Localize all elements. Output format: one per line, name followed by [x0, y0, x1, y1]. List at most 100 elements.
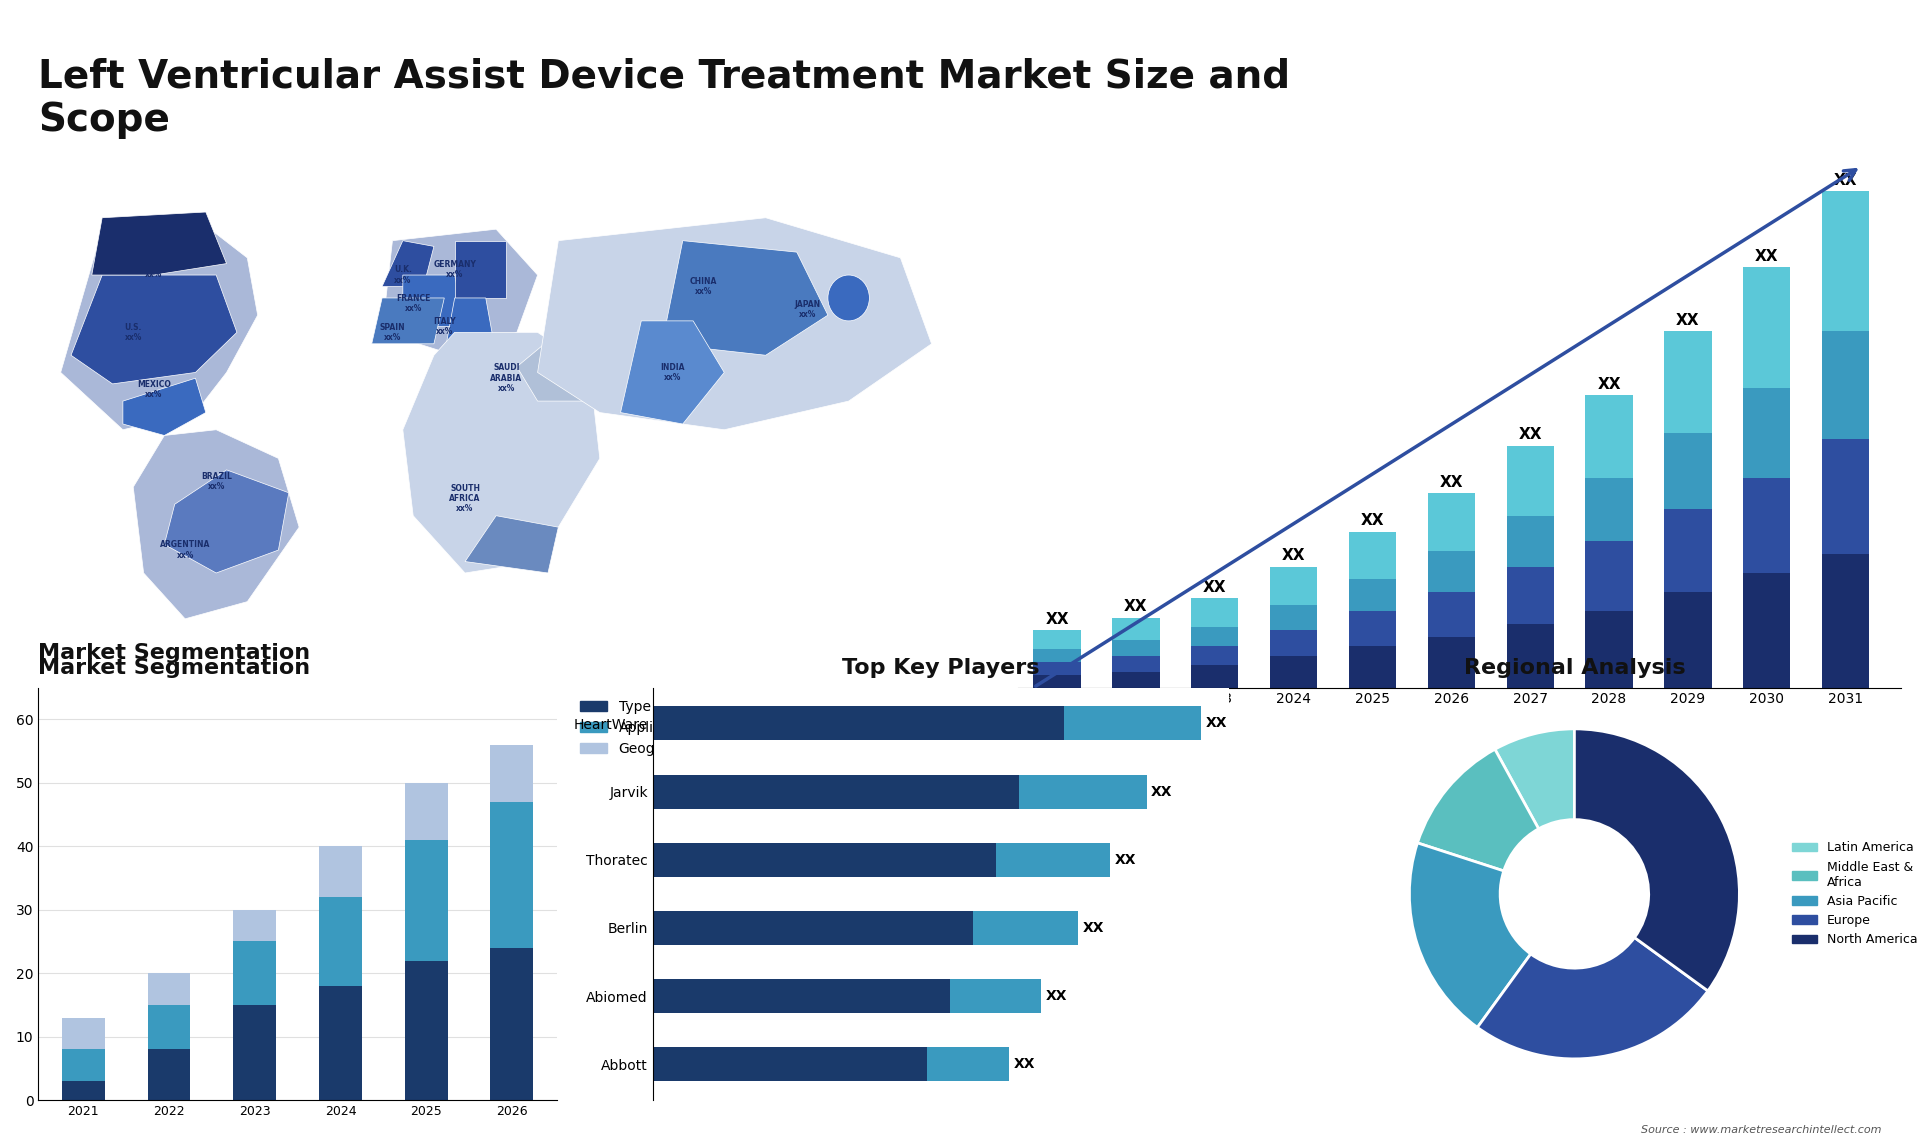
Polygon shape	[403, 275, 465, 327]
Text: Market Segmentation: Market Segmentation	[38, 658, 311, 677]
Bar	[405, 783, 447, 840]
Bar	[1822, 191, 1870, 331]
Bar	[1112, 618, 1160, 639]
Polygon shape	[1670, 42, 1770, 79]
Text: U.S.
xx%: U.S. xx%	[125, 323, 142, 342]
Wedge shape	[1496, 729, 1574, 829]
Bar	[234, 910, 276, 942]
Bar	[1586, 394, 1632, 478]
Text: XX: XX	[1083, 921, 1104, 935]
Bar	[1428, 494, 1475, 551]
Polygon shape	[662, 241, 828, 355]
Polygon shape	[382, 229, 538, 355]
Wedge shape	[1476, 937, 1709, 1059]
Bar	[1428, 637, 1475, 688]
Bar	[1743, 267, 1789, 388]
Text: CHINA
xx%: CHINA xx%	[689, 277, 718, 296]
Bar	[1348, 580, 1396, 611]
Bar	[1507, 623, 1553, 688]
Text: SAUDI
ARABIA
xx%: SAUDI ARABIA xx%	[490, 363, 522, 393]
Text: BRAZIL
xx%: BRAZIL xx%	[202, 472, 232, 490]
Bar	[1428, 551, 1475, 592]
Bar	[1743, 573, 1789, 688]
Bar	[653, 1047, 927, 1082]
Bar	[1743, 388, 1789, 478]
Text: Market Segmentation: Market Segmentation	[38, 643, 311, 662]
Polygon shape	[382, 241, 434, 286]
Text: U.K.
xx%: U.K. xx%	[394, 266, 411, 284]
Text: JAPAN
xx%: JAPAN xx%	[795, 300, 820, 319]
Legend: Latin America, Middle East &
Africa, Asia Pacific, Europe, North America: Latin America, Middle East & Africa, Asi…	[1788, 837, 1920, 951]
Bar	[1586, 478, 1632, 541]
Bar	[1269, 656, 1317, 688]
Bar	[1507, 446, 1553, 516]
Bar	[653, 842, 996, 877]
Bar	[1033, 662, 1081, 675]
Text: XX: XX	[1046, 989, 1068, 1003]
Bar	[1348, 646, 1396, 688]
Bar	[653, 979, 950, 1013]
Bar	[1269, 630, 1317, 656]
Bar	[405, 840, 447, 960]
Wedge shape	[1409, 843, 1530, 1027]
Bar	[1190, 666, 1238, 688]
Bar	[319, 986, 361, 1100]
Bar	[490, 802, 534, 948]
Bar	[1428, 592, 1475, 637]
Text: SPAIN
xx%: SPAIN xx%	[380, 323, 405, 342]
Bar	[1064, 706, 1202, 740]
Bar	[1665, 592, 1711, 688]
Bar	[1507, 566, 1553, 623]
Polygon shape	[165, 470, 288, 573]
Polygon shape	[516, 332, 641, 401]
Bar	[1033, 675, 1081, 688]
Bar	[1822, 331, 1870, 439]
Text: INTELLECT: INTELLECT	[1728, 124, 1786, 133]
Text: XX: XX	[1152, 785, 1173, 799]
Bar	[1190, 646, 1238, 666]
Bar	[653, 706, 1064, 740]
Bar	[1112, 656, 1160, 672]
Bar	[61, 1018, 106, 1050]
Bar	[1586, 611, 1632, 688]
Text: Left Ventricular Assist Device Treatment Market Size and
Scope: Left Ventricular Assist Device Treatment…	[38, 57, 1290, 140]
Text: XX: XX	[1206, 716, 1227, 730]
Text: FRANCE
xx%: FRANCE xx%	[396, 295, 430, 313]
Bar	[1822, 554, 1870, 688]
Text: XX: XX	[1114, 853, 1137, 866]
Bar	[1348, 532, 1396, 580]
Bar	[1822, 439, 1870, 554]
Bar	[653, 775, 1018, 809]
Bar	[1348, 611, 1396, 646]
Bar	[234, 1005, 276, 1100]
Text: GERMANY
xx%: GERMANY xx%	[434, 260, 476, 278]
Polygon shape	[620, 321, 724, 424]
Polygon shape	[92, 212, 227, 275]
Bar	[1112, 639, 1160, 656]
Text: XX: XX	[1123, 599, 1148, 614]
Text: ITALY
xx%: ITALY xx%	[434, 317, 455, 336]
Text: ARGENTINA
xx%: ARGENTINA xx%	[159, 541, 211, 559]
Bar	[1269, 605, 1317, 630]
Polygon shape	[123, 378, 205, 435]
Bar	[234, 942, 276, 1005]
Bar	[148, 1050, 190, 1100]
Text: XX: XX	[1204, 580, 1227, 595]
Bar	[1033, 650, 1081, 662]
Polygon shape	[372, 298, 444, 344]
Text: XX: XX	[1676, 313, 1699, 328]
Polygon shape	[71, 275, 236, 384]
Bar	[1190, 598, 1238, 627]
Text: XX: XX	[1014, 1058, 1035, 1072]
Bar	[1665, 331, 1711, 433]
Polygon shape	[444, 298, 495, 355]
Bar	[1665, 433, 1711, 509]
Bar	[1586, 541, 1632, 611]
Text: SOUTH
AFRICA
xx%: SOUTH AFRICA xx%	[449, 484, 480, 513]
Title: Regional Analysis: Regional Analysis	[1463, 658, 1686, 677]
Polygon shape	[538, 218, 931, 430]
Bar	[1269, 566, 1317, 605]
Text: MARKET: MARKET	[1734, 88, 1780, 99]
Text: XX: XX	[1283, 549, 1306, 564]
Polygon shape	[455, 241, 507, 298]
